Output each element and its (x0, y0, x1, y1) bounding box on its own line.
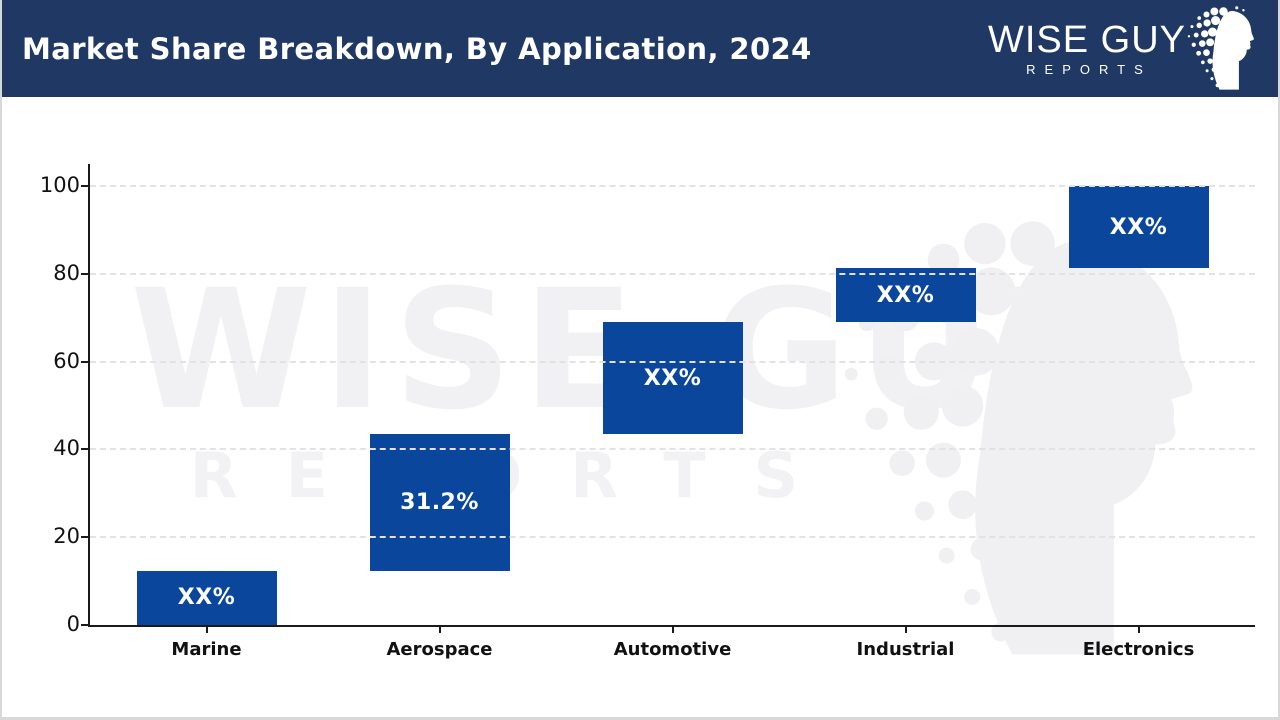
y-tick-mark (81, 536, 88, 539)
y-tick-label: 60 (53, 348, 80, 373)
page-title: Market Share Breakdown, By Application, … (22, 31, 812, 66)
y-tick-mark (81, 448, 88, 451)
logo-wordmark: WISE GUY (987, 18, 1186, 61)
header: Market Share Breakdown, By Application, … (2, 0, 1278, 97)
category-label: Electronics (1082, 639, 1195, 660)
y-tick-label: 20 (53, 524, 80, 549)
bar-value-label: XX% (177, 585, 236, 611)
bar-value-label: XX% (1109, 214, 1168, 240)
category-label: Aerospace (386, 639, 493, 660)
y-tick-mark (81, 624, 88, 626)
x-tick-mark (904, 627, 907, 633)
y-tick-label: 0 (66, 612, 80, 636)
bar-segment: XX% (602, 322, 743, 434)
x-tick-mark (205, 627, 208, 633)
bar-segment: 31.2% (369, 434, 510, 571)
category-label: Automotive (613, 639, 732, 660)
y-tick-mark (81, 184, 88, 187)
category-label: Marine (171, 639, 242, 660)
x-axis (88, 625, 1255, 627)
logo-subtitle: REPORTS (1026, 61, 1152, 77)
gridline (90, 536, 1255, 539)
bar-segment: XX% (1068, 185, 1209, 269)
y-axis (88, 164, 90, 627)
y-tick-mark (81, 272, 88, 275)
gridline (90, 272, 1255, 275)
chart-area: WISE GUY REPORTS XX%31.2%XX%XX%XX%020406… (2, 97, 1278, 717)
y-tick-label: 40 (53, 436, 80, 461)
y-tick-mark (81, 360, 88, 363)
x-tick-mark (1137, 627, 1140, 633)
gridline (90, 184, 1255, 187)
bar-value-label: 31.2% (400, 489, 479, 515)
x-tick-mark (671, 627, 674, 633)
y-tick-label: 80 (53, 260, 80, 285)
bar-value-label: XX% (643, 365, 702, 391)
category-label: Industrial (856, 639, 955, 660)
x-tick-mark (438, 627, 441, 633)
bar-segment: XX% (136, 570, 277, 625)
gridline (90, 448, 1255, 451)
bar-value-label: XX% (876, 282, 935, 308)
watermark-subtitle: REPORTS (190, 439, 847, 512)
gridline (90, 360, 1255, 363)
logo-text: WISE GUY REPORTS (988, 21, 1186, 77)
y-tick-label: 100 (39, 172, 80, 197)
bar-segment: XX% (835, 268, 976, 323)
wiseguy-logo: WISE GUY REPORTS (988, 5, 1264, 92)
